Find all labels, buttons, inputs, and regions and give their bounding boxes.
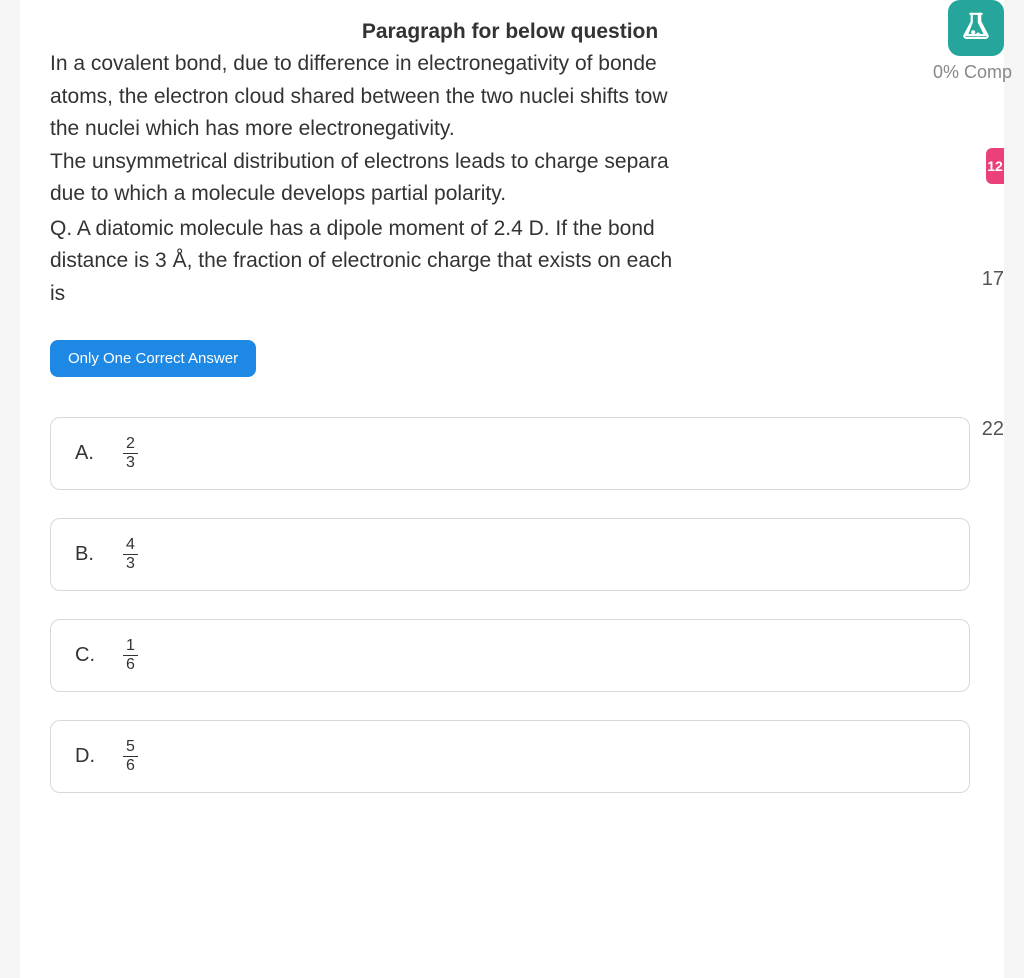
fraction-denominator: 3 bbox=[123, 453, 138, 471]
side-number-17: 17 bbox=[982, 268, 1004, 291]
options-list: A. 2 3 B. 4 3 C. 1 6 bbox=[50, 417, 970, 793]
option-fraction: 5 6 bbox=[123, 739, 138, 774]
fraction-numerator: 2 bbox=[123, 436, 138, 453]
option-letter: A. bbox=[75, 442, 95, 465]
option-fraction: 1 6 bbox=[123, 638, 138, 673]
para-line: The unsymmetrical distribution of electr… bbox=[50, 150, 669, 173]
para-line: In a covalent bond, due to difference in… bbox=[50, 52, 657, 75]
question-line: is bbox=[50, 282, 65, 305]
option-fraction: 2 3 bbox=[123, 436, 138, 471]
option-a[interactable]: A. 2 3 bbox=[50, 417, 970, 490]
option-letter: C. bbox=[75, 644, 95, 667]
para-line: the nuclei which has more electronegativ… bbox=[50, 117, 455, 140]
answer-type-badge: Only One Correct Answer bbox=[50, 340, 256, 377]
question-line: distance is 3 Å, the fraction of electro… bbox=[50, 249, 672, 272]
side-number-22: 22 bbox=[982, 418, 1004, 441]
option-b[interactable]: B. 4 3 bbox=[50, 518, 970, 591]
option-c[interactable]: C. 1 6 bbox=[50, 619, 970, 692]
option-letter: B. bbox=[75, 543, 95, 566]
option-d[interactable]: D. 5 6 bbox=[50, 720, 970, 793]
question-text: Q. A diatomic molecule has a dipole mome… bbox=[50, 213, 970, 311]
fraction-denominator: 6 bbox=[123, 756, 138, 774]
paragraph-title: Paragraph for below question bbox=[50, 20, 970, 44]
fraction-numerator: 4 bbox=[123, 537, 138, 554]
question-card: 0% Comp 12 17 22 Paragraph for below que… bbox=[20, 0, 1004, 978]
fraction-denominator: 6 bbox=[123, 655, 138, 673]
content-area: Paragraph for below question In a covale… bbox=[50, 20, 970, 793]
option-letter: D. bbox=[75, 745, 95, 768]
fraction-denominator: 3 bbox=[123, 554, 138, 572]
flask-icon bbox=[959, 11, 993, 45]
fraction-numerator: 1 bbox=[123, 638, 138, 655]
option-fraction: 4 3 bbox=[123, 537, 138, 572]
para-line: due to which a molecule develops partial… bbox=[50, 182, 506, 205]
paragraph-text: In a covalent bond, due to difference in… bbox=[50, 48, 970, 211]
para-line: atoms, the electron cloud shared between… bbox=[50, 85, 668, 108]
chemistry-flask-icon[interactable] bbox=[948, 0, 1004, 56]
question-line: Q. A diatomic molecule has a dipole mome… bbox=[50, 217, 655, 240]
fraction-numerator: 5 bbox=[123, 739, 138, 756]
completion-label: 0% Comp bbox=[933, 62, 1012, 83]
side-tab-badge[interactable]: 12 bbox=[986, 148, 1004, 184]
